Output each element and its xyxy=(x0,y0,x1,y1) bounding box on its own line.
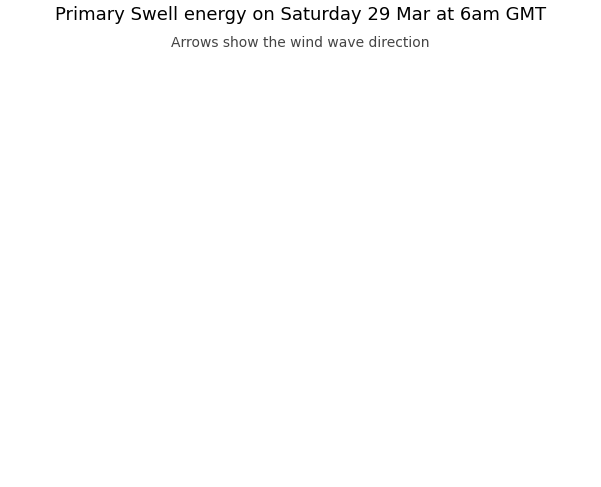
Text: Primary Swell energy on Saturday 29 Mar at 6am GMT: Primary Swell energy on Saturday 29 Mar … xyxy=(55,6,546,24)
Text: Arrows show the wind wave direction: Arrows show the wind wave direction xyxy=(171,36,430,50)
Text: Error: No module named 'cartopy': Error: No module named 'cartopy' xyxy=(206,266,395,276)
